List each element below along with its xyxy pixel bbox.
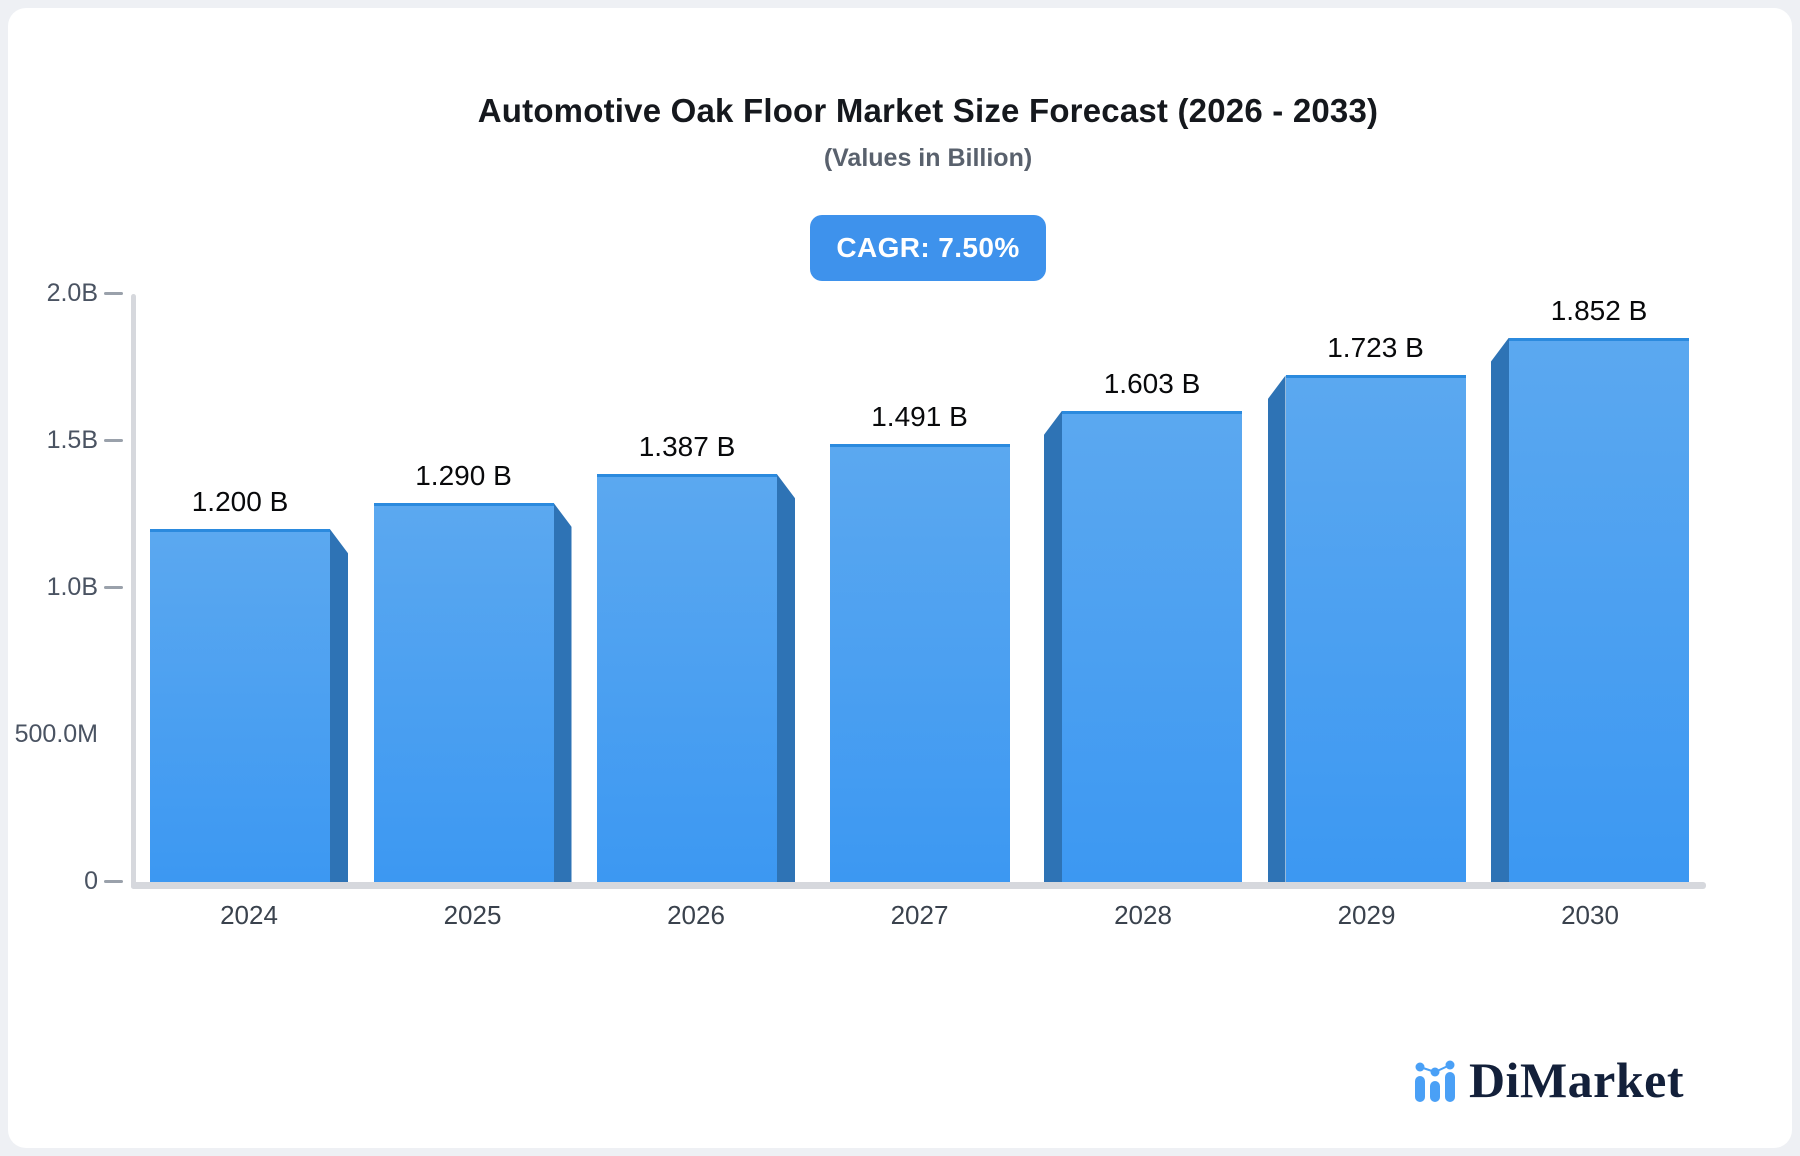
bar-value-label: 1.723 B	[1327, 332, 1424, 364]
bar-2029[interactable]	[1267, 375, 1466, 882]
bar-face-2025	[373, 502, 554, 882]
chart-subtitle: (Values in Billion)	[823, 144, 1033, 172]
bar-face-2029	[1285, 375, 1466, 882]
y-tick-label: 1.0B	[46, 573, 98, 601]
bar-2030[interactable]	[1491, 337, 1689, 882]
bar-face-2026	[597, 474, 777, 882]
bar-side-face-2029	[1267, 375, 1286, 882]
bar-2026[interactable]	[597, 474, 795, 882]
x-tick-label: 2027	[890, 900, 949, 930]
bar-side-face-2024	[330, 529, 348, 882]
x-tick-label: 2029	[1337, 900, 1396, 930]
y-tick-dash	[104, 439, 123, 442]
bar-value-label: 1.603 B	[1103, 367, 1201, 399]
brand-name: DiMarket	[1468, 1052, 1684, 1108]
y-tick-label: 0	[84, 867, 98, 895]
y-tick-dash	[104, 880, 123, 883]
bar-value-label: 1.387 B	[638, 431, 736, 463]
y-tick-label: 500.0M	[14, 720, 98, 748]
bar-2028[interactable]	[1044, 410, 1242, 882]
bar-face-2024	[150, 529, 330, 882]
bar-face-2028	[1062, 410, 1242, 882]
bar-value-label: 1.491 B	[871, 400, 968, 432]
bar-2025[interactable]	[373, 502, 572, 882]
bar-2027[interactable]	[829, 443, 1010, 882]
x-tick-label: 2025	[443, 900, 502, 930]
dimarket-logo: DiMarket	[1414, 1052, 1684, 1108]
y-tick-dash	[104, 586, 123, 589]
y-tick-label: 1.5B	[46, 426, 98, 454]
x-tick-label: 2028	[1114, 900, 1172, 930]
chart-header: Automotive Oak Floor Market Size Forecas…	[0, 0, 1800, 281]
cagr-badge: CAGR: 7.50%	[810, 215, 1046, 281]
bar-side-face-2025	[553, 502, 572, 882]
bar-value-label: 1.852 B	[1550, 294, 1648, 326]
x-tick-label: 2024	[220, 900, 278, 930]
bar-side-face-2028	[1044, 410, 1062, 882]
y-axis-line	[131, 294, 136, 889]
bar-side-face-2030	[1491, 337, 1509, 882]
bar-side-face-2026	[777, 474, 795, 882]
bar-value-label: 1.290 B	[415, 459, 512, 491]
x-tick-label: 2026	[667, 900, 725, 930]
bar-2024[interactable]	[150, 529, 348, 882]
x-tick-label: 2030	[1561, 900, 1619, 930]
bar-face-2030	[1509, 337, 1689, 882]
y-tick-dash	[104, 292, 123, 295]
chart-title: Automotive Oak Floor Market Size Forecas…	[477, 92, 1379, 129]
bar-value-label: 1.200 B	[191, 486, 289, 518]
y-tick-label: 2.0B	[46, 279, 98, 307]
bar-chart-logo-icon	[1414, 1060, 1455, 1102]
x-axis-line	[131, 882, 1706, 889]
bar-face-2027	[829, 443, 1010, 882]
